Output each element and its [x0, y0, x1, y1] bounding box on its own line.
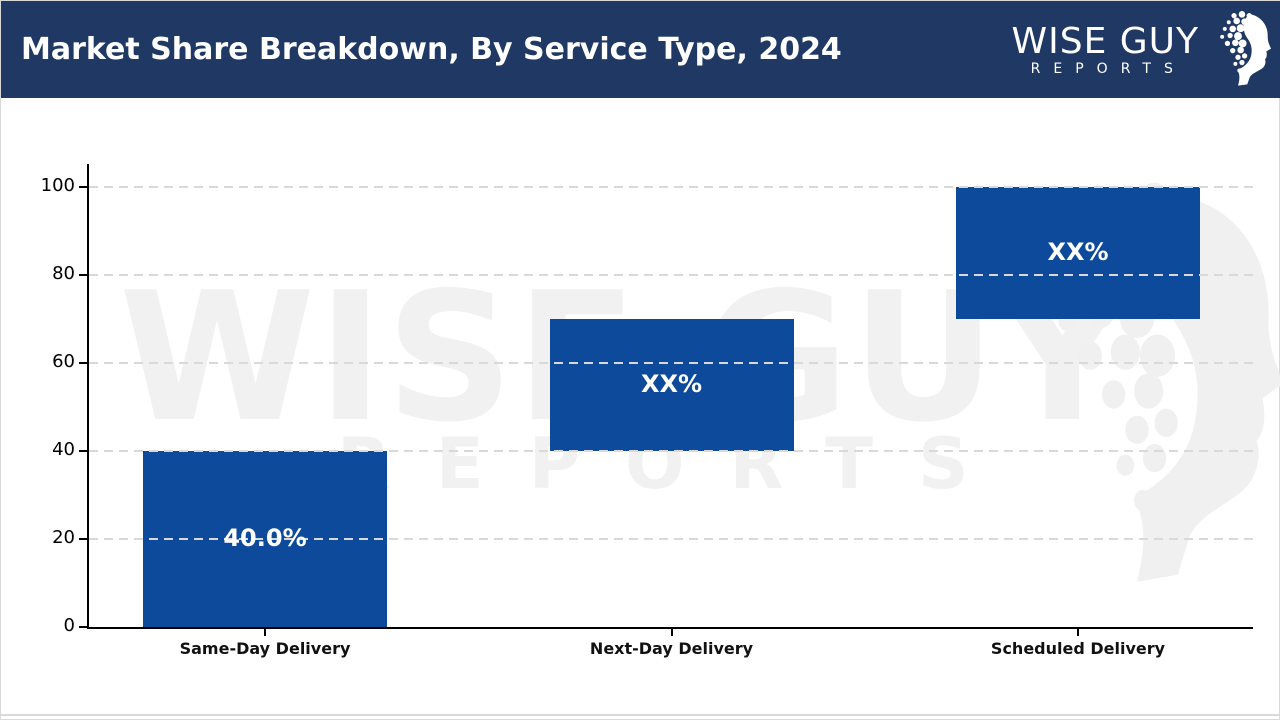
y-tick-mark: [79, 626, 88, 628]
header-bar: Market Share Breakdown, By Service Type,…: [1, 1, 1280, 98]
y-tick-mark: [79, 362, 88, 364]
page-title: Market Share Breakdown, By Service Type,…: [21, 32, 842, 67]
y-tick-mark: [79, 450, 88, 452]
y-tick-label: 100: [40, 175, 75, 196]
bar-3: [956, 187, 1200, 319]
gridline-y-100: [89, 186, 1253, 188]
brand-logo-text: WISE GUY REPORTS: [1012, 23, 1200, 77]
bar-value-label: XX%: [640, 370, 703, 398]
gridline-y-20: [89, 538, 1253, 540]
y-axis-line: [87, 164, 89, 629]
bar-value-label: XX%: [1047, 238, 1109, 266]
x-tick-mark: [670, 629, 673, 636]
x-tick-mark: [264, 629, 266, 636]
y-tick-label: 40: [52, 439, 75, 460]
y-tick-mark: [79, 538, 88, 540]
y-tick-mark: [79, 186, 88, 188]
bottom-divider: [1, 714, 1280, 716]
x-tick-mark: [1077, 629, 1079, 636]
y-tick-label: 0: [63, 615, 75, 636]
brand-logo: WISE GUY REPORTS: [1012, 7, 1271, 93]
dotted-head-logo-icon: [1220, 11, 1271, 86]
y-tick-label: 20: [52, 527, 75, 548]
bar-2: [549, 319, 794, 451]
y-tick-mark: [79, 274, 88, 276]
y-tick-label: 80: [52, 263, 75, 284]
x-category-label: Next-Day Delivery: [589, 639, 754, 658]
x-category-label: Same-Day Delivery: [179, 639, 351, 658]
gridline-y-60: [89, 362, 1253, 364]
brand-subname: REPORTS: [1030, 60, 1186, 77]
y-tick-label: 60: [52, 351, 75, 372]
x-axis-line: [87, 627, 1253, 629]
brand-name: WISE GUY: [1011, 21, 1199, 62]
chart-plot-area: 0 20 40 60 80 100 40.0% Same-Day Delivery XX% Nex…: [1, 98, 1280, 714]
bar-value-label: 40.0%: [223, 524, 307, 552]
gridline-y-40: [89, 450, 1253, 452]
gridline-y-80: [89, 274, 1253, 276]
x-category-label: Scheduled Delivery: [990, 639, 1166, 658]
